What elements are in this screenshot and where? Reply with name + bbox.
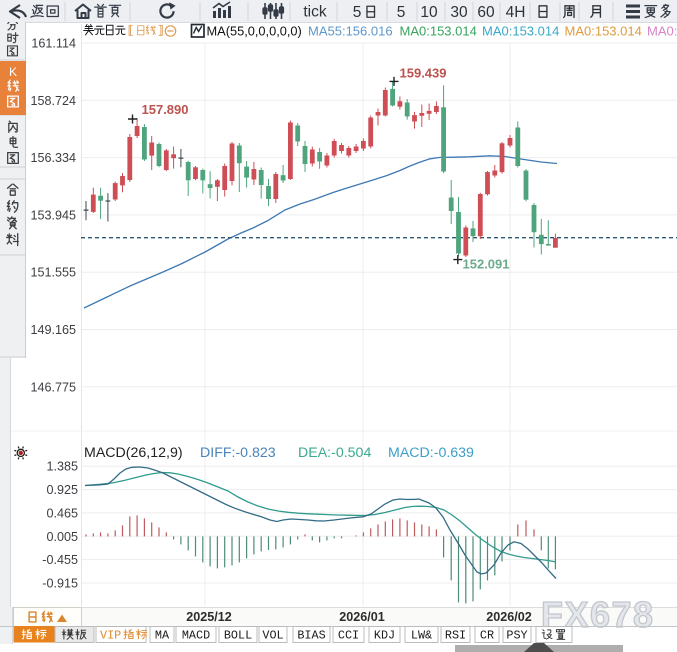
svg-text:156.334: 156.334 [30,151,76,165]
svg-text:BIAS: BIAS [297,629,325,643]
svg-text:MA0:1: MA0:1 [647,24,677,39]
svg-text:2026/01: 2026/01 [339,610,385,624]
svg-text:K: K [9,65,17,79]
svg-text:149.165: 149.165 [30,323,76,337]
svg-text:MA0:153.014: MA0:153.014 [482,24,559,39]
svg-text:30: 30 [450,4,468,21]
svg-text:5: 5 [397,4,406,21]
svg-text:MACD(26,12,9): MACD(26,12,9) [84,445,183,461]
svg-text:MA0:153.014: MA0:153.014 [565,24,642,39]
svg-text:4H: 4H [506,4,526,21]
svg-text:159.439: 159.439 [400,66,447,81]
svg-text:MACD: MACD [182,629,210,643]
svg-text:161.114: 161.114 [31,37,76,51]
svg-text:PSY: PSY [506,629,527,643]
svg-text:BOLL: BOLL [224,629,252,643]
svg-text:0.005: 0.005 [46,530,78,544]
svg-text:VOL: VOL [262,629,283,643]
svg-text:MACD:-0.639: MACD:-0.639 [388,445,474,461]
svg-text:tick: tick [303,4,327,21]
svg-text:-0.455: -0.455 [42,553,78,567]
svg-text:60: 60 [477,4,495,21]
svg-text:146.775: 146.775 [30,380,76,394]
svg-text:2025/12: 2025/12 [186,610,232,624]
svg-text:MA(55,0,0,0,0,0): MA(55,0,0,0,0,0) [207,24,302,39]
svg-text:MA0:153.014: MA0:153.014 [400,24,477,39]
svg-text:0.465: 0.465 [46,506,78,520]
svg-text:5: 5 [353,4,362,21]
svg-text:VIP: VIP [100,629,121,643]
svg-text:-0.915: -0.915 [42,577,78,591]
svg-text:KDJ: KDJ [374,629,395,643]
svg-text:157.890: 157.890 [142,102,189,117]
svg-text:153.945: 153.945 [30,208,76,222]
svg-text:152.091: 152.091 [463,257,510,272]
svg-text:158.724: 158.724 [30,94,76,108]
svg-text:10: 10 [420,4,438,21]
svg-text:LW&: LW& [411,629,432,643]
svg-text:DEA:-0.504: DEA:-0.504 [298,445,371,461]
svg-text:1.385: 1.385 [46,460,78,474]
svg-text:CR: CR [480,629,494,643]
svg-text:DIFF:-0.823: DIFF:-0.823 [200,445,276,461]
svg-text:MA: MA [155,629,170,643]
svg-text:151.555: 151.555 [30,266,76,280]
svg-text:0.925: 0.925 [46,483,78,497]
svg-text:RSI: RSI [445,629,466,643]
svg-text:MA55:156.016: MA55:156.016 [308,24,393,39]
svg-text:CCI: CCI [338,629,359,643]
svg-text:2026/02: 2026/02 [486,610,532,624]
